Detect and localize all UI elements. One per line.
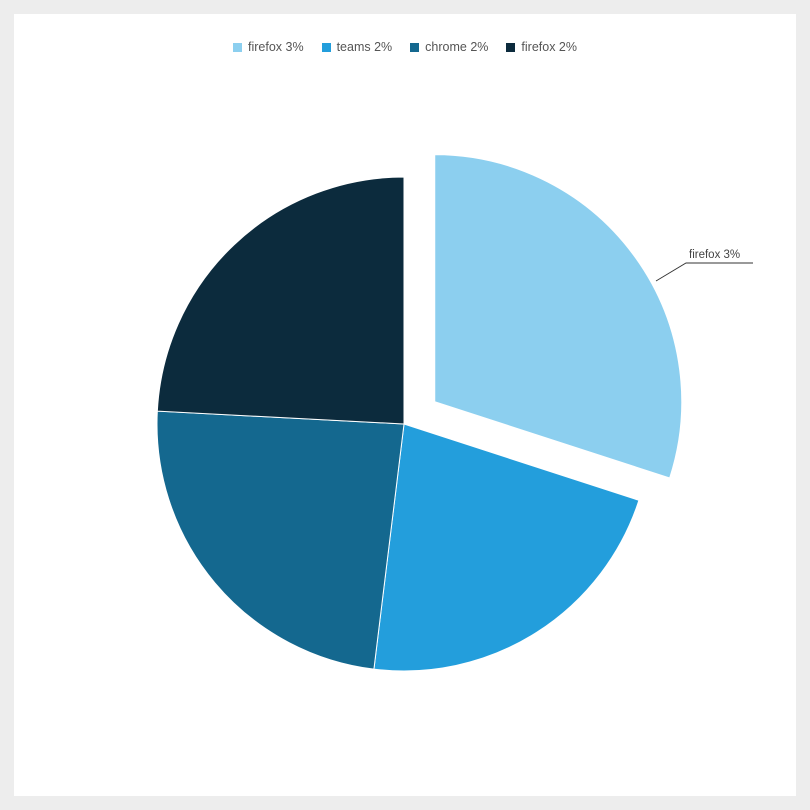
annotation-leader-line [655, 262, 753, 282]
pie-slice[interactable] [156, 410, 405, 670]
legend-swatch-icon [410, 42, 420, 52]
chart-card: firefox 3% teams 2% chrome 2% firefox 2% fi… [14, 14, 796, 796]
pie-slice[interactable] [434, 154, 683, 479]
legend-swatch-icon [232, 42, 242, 52]
legend-item-label: teams 2% [336, 40, 393, 54]
legend-item-label: firefox 3% [247, 40, 304, 54]
legend-item[interactable]: firefox 3% [232, 40, 304, 54]
legend-swatch-icon [321, 42, 331, 52]
pie-slice[interactable] [156, 176, 405, 425]
legend-item-label: chrome 2% [425, 40, 489, 54]
pie-slice[interactable] [373, 423, 640, 672]
pie-chart: firefox 3% [156, 154, 753, 672]
legend-item[interactable]: teams 2% [321, 40, 393, 54]
legend-item-label: firefox 2% [521, 40, 577, 54]
legend-item[interactable]: firefox 2% [506, 40, 577, 54]
legend-item[interactable]: chrome 2% [410, 40, 488, 54]
annotation-label: firefox 3% [689, 249, 740, 261]
pie-annotation: firefox 3% [655, 249, 753, 282]
legend-swatch-icon [506, 42, 516, 52]
chart-legend: firefox 3% teams 2% chrome 2% firefox 2% [14, 40, 796, 54]
